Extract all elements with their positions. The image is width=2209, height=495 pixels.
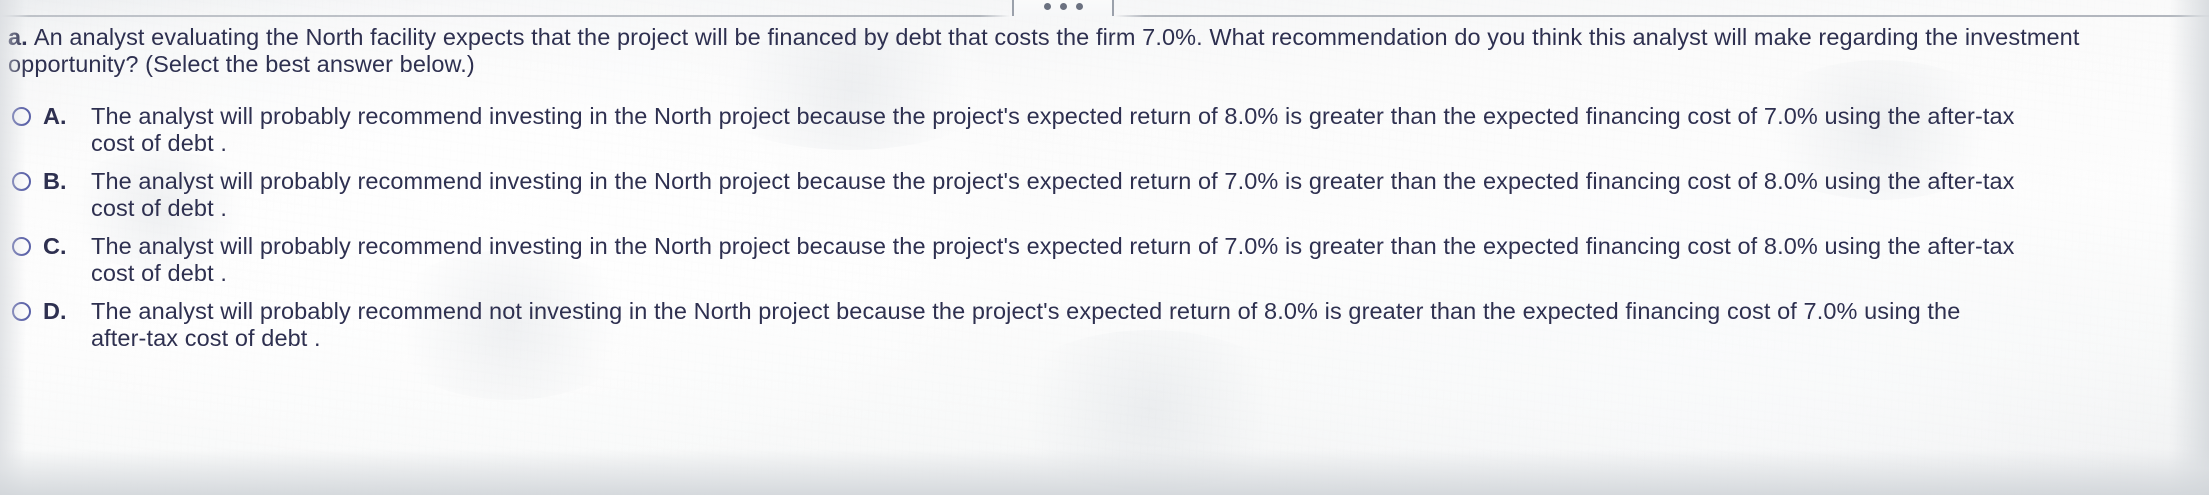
- option-text-a-line2: cost of debt .: [91, 130, 227, 156]
- question-prompt: An analyst evaluating the North facility…: [8, 24, 2080, 77]
- page-bottom-shadow: [0, 449, 2209, 495]
- option-text-d-line1: The analyst will probably recommend not …: [91, 298, 1961, 324]
- radio-button-d[interactable]: [12, 302, 31, 321]
- question-stem: a. An analyst evaluating the North facili…: [8, 24, 2128, 78]
- option-text-b-line1: The analyst will probably recommend inve…: [91, 168, 2015, 194]
- option-text-a: The analyst will probably recommend inve…: [91, 103, 2188, 157]
- option-letter-d: D.: [43, 298, 67, 324]
- answer-options-list: A. The analyst will probably recommend i…: [8, 96, 2188, 356]
- answer-option-a[interactable]: A. The analyst will probably recommend i…: [8, 96, 2188, 161]
- radio-button-b[interactable]: [12, 172, 31, 191]
- answer-option-c[interactable]: C. The analyst will probably recommend i…: [8, 226, 2188, 291]
- option-text-b-line2: cost of debt .: [91, 195, 227, 221]
- option-text-c-line2: cost of debt .: [91, 260, 227, 286]
- option-text-a-line1: The analyst will probably recommend inve…: [91, 103, 2015, 129]
- radio-button-c[interactable]: [12, 237, 31, 256]
- answer-option-d[interactable]: D. The analyst will probably recommend n…: [8, 291, 2188, 356]
- option-text-c: The analyst will probably recommend inve…: [91, 233, 2188, 287]
- answer-option-b[interactable]: B. The analyst will probably recommend i…: [8, 161, 2188, 226]
- option-letter-a: A.: [43, 103, 67, 129]
- horizontal-divider: [0, 15, 2209, 17]
- drag-handle-icon[interactable]: [1012, 0, 1114, 16]
- option-letter-c: C.: [43, 233, 67, 259]
- dot-icon: [1075, 3, 1083, 10]
- dot-icon: [1059, 3, 1067, 10]
- option-text-c-line1: The analyst will probably recommend inve…: [91, 233, 2015, 259]
- radio-button-a[interactable]: [12, 107, 31, 126]
- option-text-b: The analyst will probably recommend inve…: [91, 168, 2188, 222]
- option-letter-b: B.: [43, 168, 67, 194]
- option-text-d-line2: after-tax cost of debt .: [91, 325, 321, 351]
- question-label: a.: [8, 24, 28, 50]
- option-text-d: The analyst will probably recommend not …: [91, 298, 2188, 352]
- dot-icon: [1043, 3, 1051, 10]
